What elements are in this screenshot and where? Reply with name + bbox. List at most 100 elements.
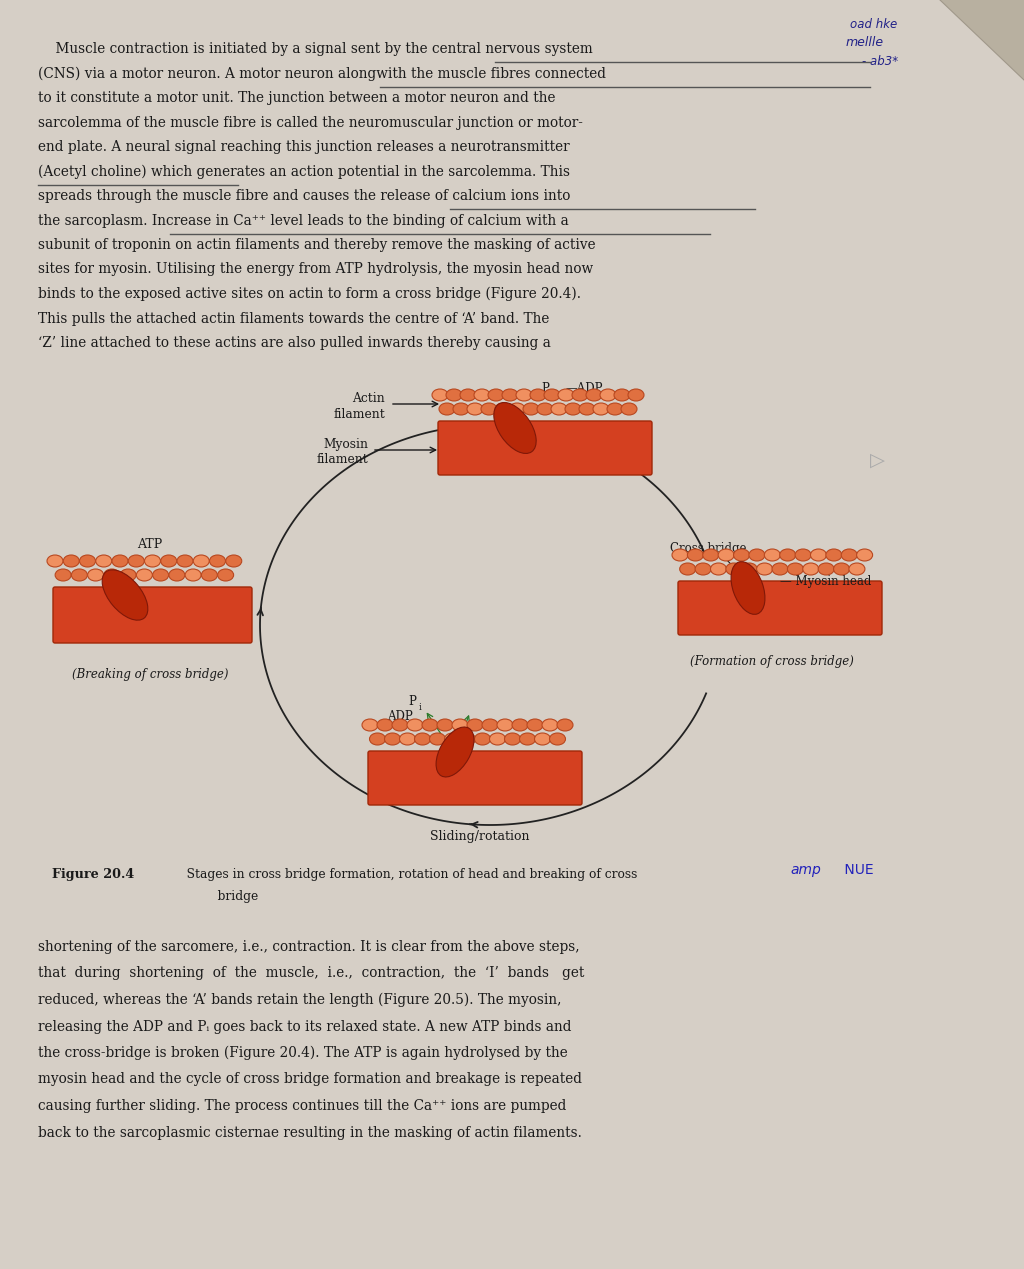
Ellipse shape bbox=[810, 549, 826, 561]
Text: the cross-bridge is broken (Figure 20.4). The ATP is again hydrolysed by the: the cross-bridge is broken (Figure 20.4)… bbox=[38, 1046, 567, 1061]
Ellipse shape bbox=[795, 549, 811, 561]
Ellipse shape bbox=[600, 390, 616, 401]
Ellipse shape bbox=[614, 390, 630, 401]
Ellipse shape bbox=[849, 563, 865, 575]
Ellipse shape bbox=[557, 720, 573, 731]
Ellipse shape bbox=[452, 720, 468, 731]
Ellipse shape bbox=[621, 404, 637, 415]
Ellipse shape bbox=[718, 549, 734, 561]
Ellipse shape bbox=[535, 733, 551, 745]
Ellipse shape bbox=[422, 720, 438, 731]
Text: oad hke: oad hke bbox=[850, 18, 897, 30]
Ellipse shape bbox=[512, 720, 528, 731]
Ellipse shape bbox=[474, 390, 490, 401]
Text: back to the sarcoplasmic cisternae resulting in the masking of actin filaments.: back to the sarcoplasmic cisternae resul… bbox=[38, 1126, 582, 1140]
Text: ▷: ▷ bbox=[870, 450, 885, 470]
Text: ADP: ADP bbox=[387, 709, 413, 723]
Ellipse shape bbox=[495, 404, 511, 415]
Ellipse shape bbox=[680, 563, 695, 575]
Ellipse shape bbox=[63, 555, 79, 567]
Text: that  during  shortening  of  the  muscle,  i.e.,  contraction,  the  ‘I’  bands: that during shortening of the muscle, i.… bbox=[38, 967, 585, 981]
Ellipse shape bbox=[194, 555, 209, 567]
Ellipse shape bbox=[96, 555, 112, 567]
Text: (Acetyl choline) which generates an action potential in the sarcolemma. This: (Acetyl choline) which generates an acti… bbox=[38, 165, 570, 179]
Text: sarcolemma of the muscle fibre is called the neuromuscular junction or motor-: sarcolemma of the muscle fibre is called… bbox=[38, 115, 583, 129]
Ellipse shape bbox=[112, 555, 128, 567]
Ellipse shape bbox=[482, 720, 498, 731]
Ellipse shape bbox=[550, 733, 565, 745]
Ellipse shape bbox=[509, 404, 525, 415]
Ellipse shape bbox=[579, 404, 595, 415]
Ellipse shape bbox=[488, 390, 504, 401]
Ellipse shape bbox=[102, 570, 147, 621]
Ellipse shape bbox=[544, 390, 560, 401]
Ellipse shape bbox=[505, 733, 520, 745]
Ellipse shape bbox=[586, 390, 602, 401]
Ellipse shape bbox=[225, 555, 242, 567]
Ellipse shape bbox=[523, 404, 539, 415]
Ellipse shape bbox=[749, 549, 765, 561]
Text: Cross bridge: Cross bridge bbox=[670, 542, 746, 555]
Text: Sliding/rotation: Sliding/rotation bbox=[430, 830, 529, 843]
Ellipse shape bbox=[362, 720, 378, 731]
Ellipse shape bbox=[551, 404, 567, 415]
Ellipse shape bbox=[733, 549, 750, 561]
Ellipse shape bbox=[593, 404, 609, 415]
Text: reduced, whereas the ‘A’ bands retain the length (Figure 20.5). The myosin,: reduced, whereas the ‘A’ bands retain th… bbox=[38, 994, 561, 1008]
Ellipse shape bbox=[392, 720, 408, 731]
Ellipse shape bbox=[803, 563, 819, 575]
Ellipse shape bbox=[47, 555, 63, 567]
Text: bridge: bridge bbox=[175, 890, 258, 904]
Text: i: i bbox=[550, 390, 553, 398]
Text: mellle: mellle bbox=[846, 36, 884, 49]
Ellipse shape bbox=[169, 569, 185, 581]
Ellipse shape bbox=[88, 569, 103, 581]
FancyBboxPatch shape bbox=[368, 751, 582, 805]
Ellipse shape bbox=[153, 569, 169, 581]
Text: binds to the exposed active sites on actin to form a cross bridge (Figure 20.4).: binds to the exposed active sites on act… bbox=[38, 287, 581, 302]
Text: sites for myosin. Utilising the energy from ATP hydrolysis, the myosin head now: sites for myosin. Utilising the energy f… bbox=[38, 263, 593, 277]
Ellipse shape bbox=[474, 733, 490, 745]
Ellipse shape bbox=[537, 404, 553, 415]
Ellipse shape bbox=[377, 720, 393, 731]
Ellipse shape bbox=[741, 563, 757, 575]
Ellipse shape bbox=[787, 563, 804, 575]
Ellipse shape bbox=[210, 555, 225, 567]
Ellipse shape bbox=[558, 390, 574, 401]
Ellipse shape bbox=[687, 549, 703, 561]
Ellipse shape bbox=[494, 402, 537, 453]
Ellipse shape bbox=[453, 404, 469, 415]
Text: NUE: NUE bbox=[840, 863, 873, 877]
Text: shortening of the sarcomere, i.e., contraction. It is clear from the above steps: shortening of the sarcomere, i.e., contr… bbox=[38, 940, 580, 954]
Text: causing further sliding. The process continues till the Ca⁺⁺ ions are pumped: causing further sliding. The process con… bbox=[38, 1099, 566, 1113]
FancyBboxPatch shape bbox=[678, 581, 882, 634]
Ellipse shape bbox=[384, 733, 400, 745]
Ellipse shape bbox=[702, 549, 719, 561]
Text: — Myosin head: — Myosin head bbox=[780, 576, 871, 589]
Text: releasing the ADP and Pᵢ goes back to its relaxed state. A new ATP binds and: releasing the ADP and Pᵢ goes back to it… bbox=[38, 1019, 571, 1033]
Ellipse shape bbox=[695, 563, 711, 575]
Text: spreads through the muscle fibre and causes the release of calcium ions into: spreads through the muscle fibre and cau… bbox=[38, 189, 570, 203]
Text: filament: filament bbox=[316, 453, 368, 466]
Ellipse shape bbox=[711, 563, 726, 575]
Ellipse shape bbox=[80, 555, 95, 567]
Text: the sarcoplasm. Increase in Ca⁺⁺ level leads to the binding of calcium with a: the sarcoplasm. Increase in Ca⁺⁺ level l… bbox=[38, 213, 568, 227]
Text: end plate. A neural signal reaching this junction releases a neurotransmitter: end plate. A neural signal reaching this… bbox=[38, 140, 569, 154]
Text: subunit of troponin on actin filaments and thereby remove the masking of active: subunit of troponin on actin filaments a… bbox=[38, 239, 596, 253]
Ellipse shape bbox=[103, 569, 120, 581]
Ellipse shape bbox=[177, 555, 193, 567]
Text: Muscle contraction is initiated by a signal sent by the central nervous system: Muscle contraction is initiated by a sig… bbox=[38, 42, 593, 56]
Ellipse shape bbox=[202, 569, 217, 581]
Ellipse shape bbox=[565, 404, 581, 415]
Ellipse shape bbox=[726, 563, 741, 575]
Ellipse shape bbox=[757, 563, 773, 575]
Text: ‘Z’ line attached to these actins are also pulled inwards thereby causing a: ‘Z’ line attached to these actins are al… bbox=[38, 336, 551, 350]
Ellipse shape bbox=[530, 390, 546, 401]
Text: amp: amp bbox=[790, 863, 821, 877]
Ellipse shape bbox=[161, 555, 177, 567]
Ellipse shape bbox=[842, 549, 857, 561]
Text: Figure 20.4: Figure 20.4 bbox=[52, 868, 134, 881]
Ellipse shape bbox=[527, 720, 543, 731]
Ellipse shape bbox=[460, 733, 475, 745]
Ellipse shape bbox=[128, 555, 144, 567]
